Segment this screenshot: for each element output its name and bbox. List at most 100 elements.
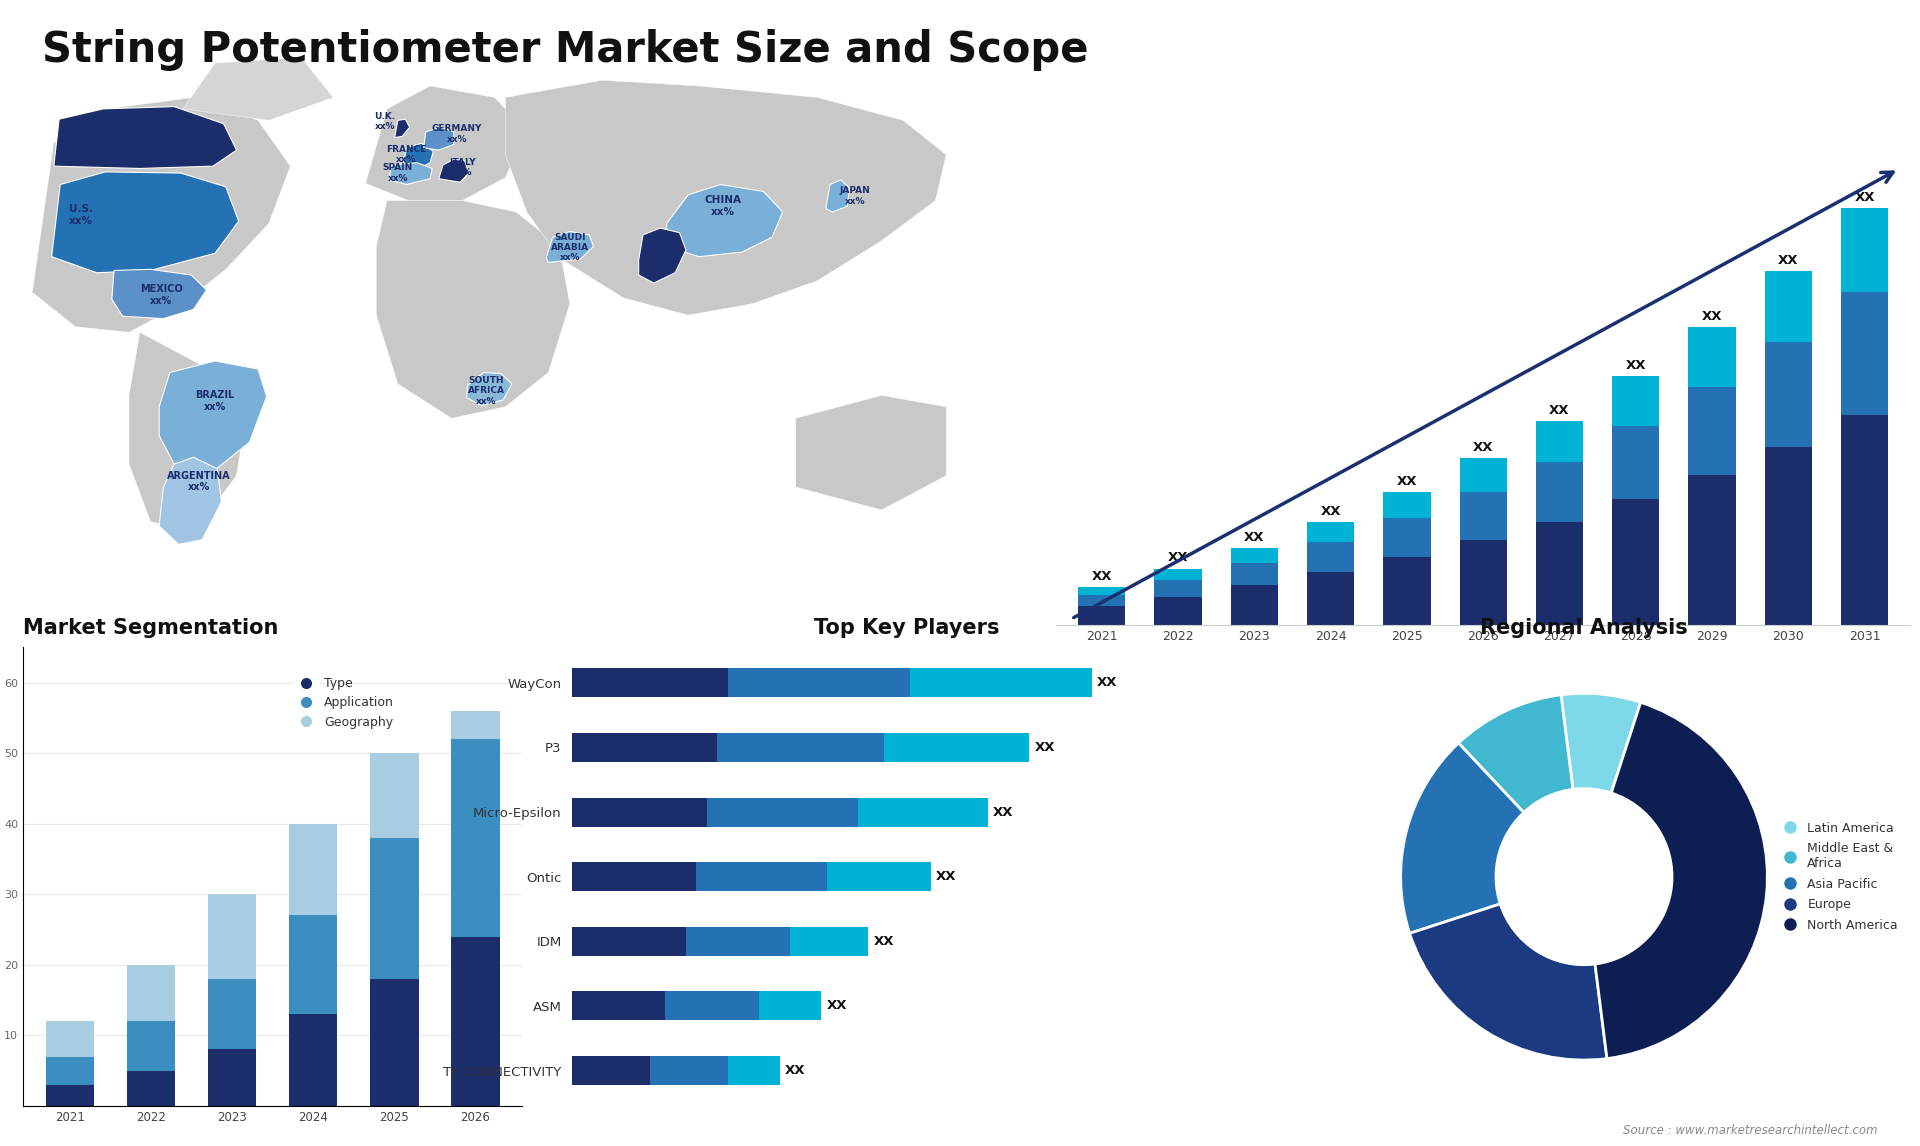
Text: XX: XX (1167, 551, 1188, 564)
Bar (572, 991, 664, 1020)
Bar (1231, 586, 1279, 625)
Bar (288, 1014, 338, 1106)
Bar (1382, 492, 1430, 518)
Bar (1231, 548, 1279, 563)
Bar (1764, 447, 1812, 625)
Polygon shape (129, 332, 248, 533)
Bar (697, 862, 826, 892)
Bar (1688, 476, 1736, 625)
Bar (46, 1085, 94, 1106)
Polygon shape (159, 361, 267, 473)
Text: Source : www.marketresearchintellect.com: Source : www.marketresearchintellect.com (1622, 1124, 1878, 1137)
Polygon shape (795, 395, 947, 510)
Text: XX: XX (1778, 254, 1799, 267)
Title: Top Key Players: Top Key Players (814, 618, 1000, 637)
Bar (758, 991, 822, 1020)
Bar (1079, 587, 1125, 595)
Bar (46, 1021, 94, 1057)
Bar (451, 936, 499, 1106)
Bar (728, 1055, 780, 1085)
Bar (572, 862, 697, 892)
Polygon shape (438, 159, 468, 182)
Text: FRANCE
xx%: FRANCE xx% (386, 146, 426, 164)
Bar (1382, 518, 1430, 557)
Bar (46, 1057, 94, 1085)
Bar (685, 927, 791, 956)
Bar (1688, 387, 1736, 476)
Bar (1613, 376, 1659, 426)
Bar (858, 798, 989, 826)
Bar (1459, 541, 1507, 625)
Text: XX: XX (935, 870, 956, 884)
Wedge shape (1561, 693, 1642, 793)
Bar (1154, 597, 1202, 625)
Text: JAPAN
xx%: JAPAN xx% (839, 187, 870, 205)
Text: SPAIN
xx%: SPAIN xx% (382, 164, 413, 182)
Bar (572, 733, 718, 762)
Bar (572, 798, 707, 826)
Bar (1459, 492, 1507, 541)
Text: Market Segmentation: Market Segmentation (23, 618, 278, 637)
Bar (127, 965, 175, 1021)
Polygon shape (33, 97, 290, 332)
Bar (1536, 421, 1584, 462)
Text: XX: XX (1035, 741, 1056, 754)
Bar (1764, 343, 1812, 447)
Text: INDIA
xx%: INDIA xx% (651, 248, 682, 268)
Text: XX: XX (1096, 676, 1117, 690)
Polygon shape (182, 57, 334, 120)
Wedge shape (1402, 743, 1524, 933)
Bar (371, 753, 419, 838)
Polygon shape (545, 231, 593, 262)
Polygon shape (52, 172, 238, 273)
Text: ITALY
xx%: ITALY xx% (449, 158, 476, 176)
Text: XX: XX (1396, 474, 1417, 488)
Bar (451, 711, 499, 739)
Bar (1459, 458, 1507, 492)
Bar (207, 979, 257, 1050)
Bar (572, 1055, 649, 1085)
Bar (1382, 557, 1430, 625)
Text: XX: XX (874, 935, 895, 948)
Legend: Latin America, Middle East &
Africa, Asia Pacific, Europe, North America: Latin America, Middle East & Africa, Asi… (1774, 818, 1901, 935)
Bar (1308, 521, 1354, 542)
Bar (1079, 595, 1125, 606)
Text: XX: XX (1244, 531, 1265, 544)
Bar (1308, 542, 1354, 572)
Text: String Potentiometer Market Size and Scope: String Potentiometer Market Size and Sco… (42, 29, 1089, 71)
Wedge shape (1596, 702, 1766, 1059)
Text: ARGENTINA
xx%: ARGENTINA xx% (167, 471, 230, 492)
Polygon shape (396, 119, 409, 138)
Bar (1079, 606, 1125, 625)
Polygon shape (826, 180, 849, 212)
Polygon shape (639, 228, 685, 283)
Text: SAUDI
ARABIA
xx%: SAUDI ARABIA xx% (551, 233, 589, 262)
Title: Regional Analysis: Regional Analysis (1480, 618, 1688, 637)
Bar (1154, 568, 1202, 580)
Text: XX: XX (1701, 311, 1722, 323)
Wedge shape (1459, 694, 1572, 813)
Bar (572, 668, 728, 698)
Bar (707, 798, 858, 826)
Polygon shape (424, 127, 453, 150)
Text: XX: XX (1473, 441, 1494, 454)
Text: MEXICO
xx%: MEXICO xx% (140, 284, 182, 306)
Polygon shape (365, 86, 526, 201)
Text: XX: XX (993, 806, 1014, 818)
Bar (371, 979, 419, 1106)
Bar (1841, 207, 1887, 292)
Text: U.S.
xx%: U.S. xx% (69, 204, 92, 226)
Bar (1841, 415, 1887, 625)
Bar (910, 668, 1092, 698)
Text: GERMANY
xx%: GERMANY xx% (432, 125, 482, 143)
Polygon shape (666, 185, 783, 257)
Bar (127, 1070, 175, 1106)
Bar (1308, 572, 1354, 625)
Text: BRAZIL
xx%: BRAZIL xx% (196, 391, 234, 411)
Text: XX: XX (1549, 403, 1571, 417)
Bar (572, 927, 685, 956)
Bar (883, 733, 1029, 762)
Text: XX: XX (826, 999, 847, 1012)
Polygon shape (159, 457, 221, 544)
Text: CHINA
xx%: CHINA xx% (705, 196, 741, 217)
